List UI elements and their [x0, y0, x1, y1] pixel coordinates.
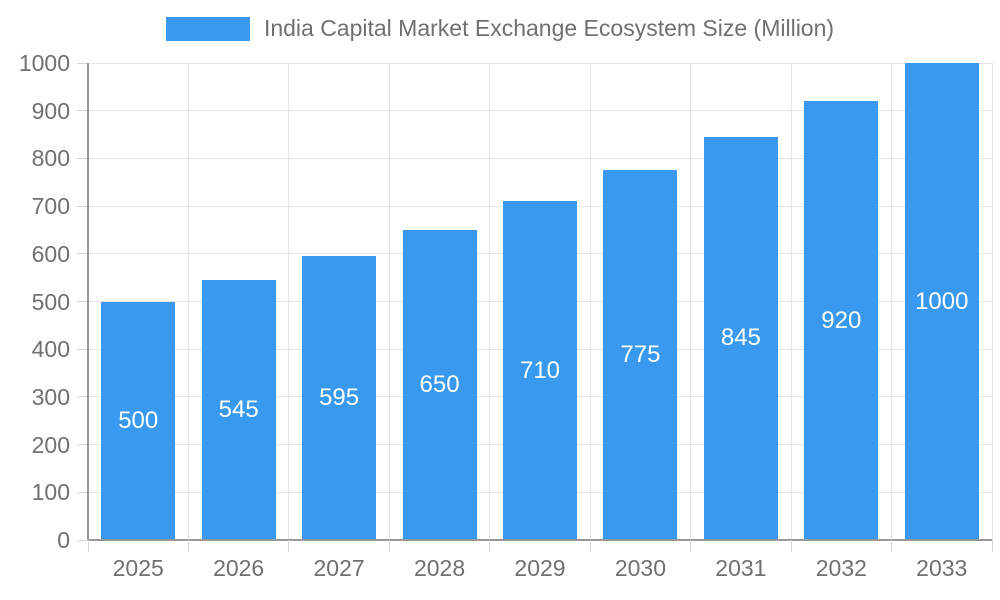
y-tick — [77, 491, 87, 493]
x-tick-label: 2031 — [715, 555, 767, 581]
y-tick-label: 400 — [31, 336, 70, 363]
y-tick-label: 600 — [31, 240, 70, 267]
x-tick-label: 2032 — [815, 555, 867, 581]
h-gridline — [88, 62, 992, 64]
y-tick — [77, 62, 87, 64]
bar-value-label: 845 — [720, 324, 761, 352]
y-tick — [77, 396, 87, 398]
y-tick-label: 200 — [31, 431, 70, 458]
bar: 595 — [302, 256, 377, 540]
bar: 545 — [201, 280, 276, 540]
y-tick — [77, 157, 87, 159]
x-tick — [991, 540, 993, 552]
v-gridline — [388, 63, 390, 540]
v-gridline — [891, 63, 893, 540]
x-tick — [891, 540, 893, 552]
h-gridline — [88, 110, 992, 112]
bar: 775 — [603, 170, 678, 540]
x-tick — [388, 540, 390, 552]
y-tick — [77, 253, 87, 255]
bar: 650 — [402, 229, 477, 540]
bar: 500 — [101, 301, 176, 540]
x-tick — [288, 540, 290, 552]
v-gridline — [187, 63, 189, 540]
x-tick-label: 2025 — [112, 555, 164, 581]
x-tick-label: 2027 — [313, 555, 365, 581]
bar: 845 — [703, 136, 778, 540]
bar-value-label: 650 — [419, 370, 460, 398]
bar-value-label: 1000 — [915, 287, 969, 315]
y-tick-label: 0 — [57, 527, 70, 553]
v-gridline — [991, 63, 993, 540]
y-tick-label: 500 — [31, 288, 70, 315]
bar-value-label: 920 — [821, 306, 862, 334]
h-gridline — [88, 157, 992, 159]
v-gridline — [589, 63, 591, 540]
v-gridline — [489, 63, 491, 540]
v-gridline — [288, 63, 290, 540]
x-tick — [489, 540, 491, 552]
x-tick — [790, 540, 792, 552]
y-tick — [77, 110, 87, 112]
v-gridline — [690, 63, 692, 540]
y-tick — [77, 348, 87, 350]
y-tick-label: 900 — [31, 97, 70, 124]
legend-swatch[interactable] — [165, 16, 250, 41]
y-tick — [77, 301, 87, 302]
bar: 1000 — [904, 63, 979, 540]
x-tick — [187, 540, 189, 552]
x-tick-label: 2033 — [916, 555, 968, 581]
legend[interactable]: India Capital Market Exchange Ecosystem … — [0, 15, 1000, 42]
bar: 920 — [804, 101, 879, 540]
bar: 710 — [503, 201, 577, 540]
x-tick-label: 2026 — [213, 555, 265, 581]
x-axis-line — [88, 539, 992, 541]
bar-value-label: 595 — [319, 384, 360, 412]
y-axis-line — [87, 63, 89, 540]
y-tick — [77, 539, 87, 541]
y-tick — [77, 444, 87, 446]
y-tick-label: 1000 — [18, 50, 70, 76]
bar-value-label: 500 — [118, 406, 159, 434]
x-tick-label: 2028 — [413, 555, 466, 581]
x-tick-label: 2030 — [614, 555, 667, 581]
x-tick — [690, 540, 692, 552]
y-tick-label: 800 — [31, 145, 70, 172]
y-tick-label: 100 — [31, 479, 70, 506]
v-gridline — [790, 63, 792, 540]
bar-value-label: 545 — [218, 396, 259, 423]
y-tick — [77, 205, 87, 207]
legend-label[interactable]: India Capital Market Exchange Ecosystem … — [263, 15, 835, 41]
y-tick-label: 300 — [31, 383, 70, 410]
y-tick-label: 700 — [31, 193, 70, 220]
bar-value-label: 710 — [519, 356, 561, 384]
x-tick — [589, 540, 591, 552]
x-tick-label: 2029 — [514, 555, 566, 581]
x-tick — [87, 540, 89, 552]
bar-value-label: 775 — [620, 341, 661, 369]
